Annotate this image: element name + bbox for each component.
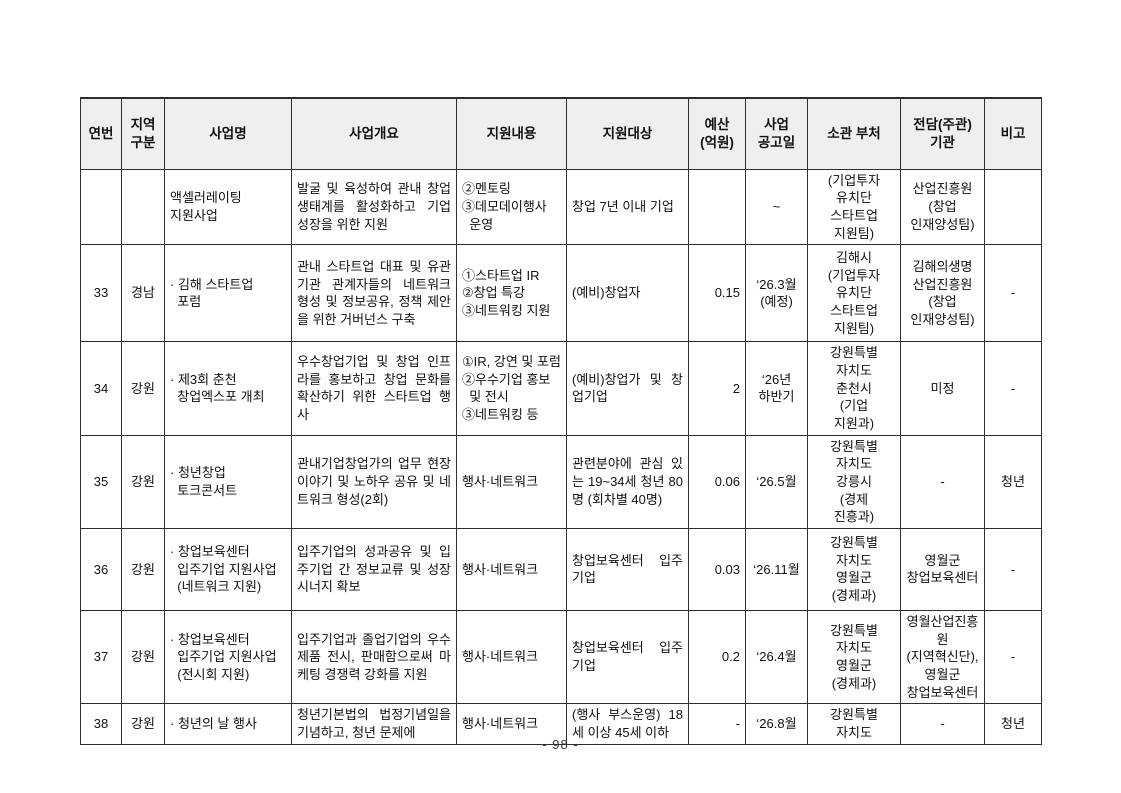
cell-ministry: 김해시 (기업투자 유치단 스타트업 지원팀)	[807, 244, 901, 343]
cell-overview: 입주기업의 성과공유 및 입주기업 간 정보교류 및 성장 시너지 확보	[291, 527, 457, 611]
cell-support-content: ①스타트업 IR ②창업 특강 ③네트워킹 지원	[456, 244, 567, 343]
cell-budget	[688, 168, 746, 246]
cell-overview: 입주기업과 졸업기업의 우수제품 전시, 판매함으로써 마케팅 경쟁력 강화를 …	[291, 609, 457, 705]
cell-agency: 산업진흥원 (창업 인재양성팀)	[900, 168, 985, 246]
cell-note: -	[984, 341, 1042, 436]
cell-project-name: · 창업보육센터 입주기업 지원사업 (전시회 지원)	[164, 609, 292, 705]
header-note: 비고	[984, 97, 1042, 170]
cell-agency: -	[900, 434, 985, 529]
cell-ministry: 강원특별 자치도 강릉시 (경제 진흥과)	[807, 434, 901, 529]
cell-support-content: 행사·네트워크	[456, 703, 567, 745]
cell-support-content: 행사·네트워크	[456, 609, 567, 705]
cell-no: 36	[80, 527, 122, 611]
cell-support-target: 관련분야에 관심 있는 19~34세 청년 80명 (회차별 40명)	[566, 434, 689, 529]
header-agency: 전담(주관) 기관	[900, 97, 985, 170]
cell-announce-date: ‘26년 하반기	[745, 341, 808, 436]
cell-support-target: (예비)창업가 및 창업기업	[566, 341, 689, 436]
cell-note: 청년	[984, 703, 1042, 745]
cell-support-target: (예비)창업자	[566, 244, 689, 343]
cell-note: -	[984, 609, 1042, 705]
page-number: - 98 -	[542, 737, 579, 752]
cell-support-target: (행사 부스운영) 18세 이상 45세 이하	[566, 703, 689, 745]
cell-no: 35	[80, 434, 122, 529]
cell-support-target: 창업보육센터 입주기업	[566, 609, 689, 705]
cell-announce-date: ‘26.11월	[745, 527, 808, 611]
support-programs-table: 연번 지역 구분 사업명 사업개요 지원내용 지원대상 예산 (억원) 사업 공…	[80, 97, 1042, 745]
cell-region	[121, 168, 165, 246]
header-ministry: 소관 부처	[807, 97, 901, 170]
table-row: 35 강원 · 청년창업 토크콘서트 관내기업창업가의 업무 현장 이야기 및 …	[80, 434, 1042, 529]
header-overview: 사업개요	[291, 97, 457, 170]
cell-budget: 0.06	[688, 434, 746, 529]
table-row: 36 강원 · 창업보육센터 입주기업 지원사업 (네트워크 지원) 입주기업의…	[80, 527, 1042, 611]
cell-budget: 0.03	[688, 527, 746, 611]
header-no: 연번	[80, 97, 122, 170]
cell-agency: 미정	[900, 341, 985, 436]
cell-support-content: 행사·네트워크	[456, 434, 567, 529]
cell-note: 청년	[984, 434, 1042, 529]
table-row: 38 강원 · 청년의 날 행사 청년기본법의 법정기념일을 기념하고, 청년 …	[80, 703, 1042, 745]
cell-region: 강원	[121, 703, 165, 745]
cell-region: 강원	[121, 341, 165, 436]
cell-ministry: (기업투자 유치단 스타트업 지원팀)	[807, 168, 901, 246]
header-project-name: 사업명	[164, 97, 292, 170]
table-row: 액셀러레이팅 지원사업 발굴 및 육성하여 관내 창업 생태계를 활성화하고 기…	[80, 168, 1042, 246]
cell-overview: 발굴 및 육성하여 관내 창업 생태계를 활성화하고 기업 성장을 위한 지원	[291, 168, 457, 246]
cell-no	[80, 168, 122, 246]
cell-agency: 영월산업진흥원 (지역혁신단), 영월군 창업보육센터	[900, 609, 985, 705]
cell-no: 34	[80, 341, 122, 436]
cell-region: 경남	[121, 244, 165, 343]
cell-ministry: 강원특별 자치도 춘천시 (기업 지원과)	[807, 341, 901, 436]
cell-note	[984, 168, 1042, 246]
cell-ministry: 강원특별 자치도 영월군 (경제과)	[807, 527, 901, 611]
cell-region: 강원	[121, 434, 165, 529]
table-row: 34 강원 · 제3회 춘천 창업엑스포 개최 우수창업기업 및 창업 인프라를…	[80, 341, 1042, 436]
cell-overview: 우수창업기업 및 창업 인프라를 홍보하고 창업 문화를 확산하기 위한 스타트…	[291, 341, 457, 436]
cell-budget: 0.15	[688, 244, 746, 343]
cell-budget: 0.2	[688, 609, 746, 705]
table-row: 33 경남 · 김해 스타트업 포럼 관내 스타트업 대표 및 유관기관 관계자…	[80, 244, 1042, 343]
cell-overview: 청년기본법의 법정기념일을 기념하고, 청년 문제에	[291, 703, 457, 745]
cell-project-name: · 제3회 춘천 창업엑스포 개최	[164, 341, 292, 436]
header-support-target: 지원대상	[566, 97, 689, 170]
cell-note: -	[984, 527, 1042, 611]
header-region: 지역 구분	[121, 97, 165, 170]
cell-announce-date: ‘26.5월	[745, 434, 808, 529]
cell-support-target: 창업 7년 이내 기업	[566, 168, 689, 246]
cell-no: 38	[80, 703, 122, 745]
table-header-row: 연번 지역 구분 사업명 사업개요 지원내용 지원대상 예산 (억원) 사업 공…	[80, 97, 1042, 170]
cell-support-target: 창업보육센터 입주기업	[566, 527, 689, 611]
cell-agency: 영월군 창업보육센터	[900, 527, 985, 611]
cell-project-name: · 청년창업 토크콘서트	[164, 434, 292, 529]
cell-announce-date: ‘26.3월 (예정)	[745, 244, 808, 343]
cell-support-content: ②멘토링 ③데모데이행사 운영	[456, 168, 567, 246]
cell-note: -	[984, 244, 1042, 343]
table-row: 37 강원 · 창업보육센터 입주기업 지원사업 (전시회 지원) 입주기업과 …	[80, 609, 1042, 705]
cell-announce-date: ~	[745, 168, 808, 246]
cell-overview: 관내기업창업가의 업무 현장 이야기 및 노하우 공유 및 네트워크 형성(2회…	[291, 434, 457, 529]
cell-ministry: 강원특별 자치도 영월군 (경제과)	[807, 609, 901, 705]
cell-no: 37	[80, 609, 122, 705]
header-budget: 예산 (억원)	[688, 97, 746, 170]
cell-budget: 2	[688, 341, 746, 436]
header-support-content: 지원내용	[456, 97, 567, 170]
cell-support-content: ①IR, 강연 및 포럼 ②우수기업 홍보 및 전시 ③네트워킹 등	[456, 341, 567, 436]
cell-region: 강원	[121, 609, 165, 705]
header-announce-date: 사업 공고일	[745, 97, 808, 170]
cell-overview: 관내 스타트업 대표 및 유관기관 관계자들의 네트워크 형성 및 정보공유, …	[291, 244, 457, 343]
cell-ministry: 강원특별 자치도	[807, 703, 901, 745]
cell-project-name: · 창업보육센터 입주기업 지원사업 (네트워크 지원)	[164, 527, 292, 611]
cell-region: 강원	[121, 527, 165, 611]
cell-agency: 김해의생명 산업진흥원 (창업 인재양성팀)	[900, 244, 985, 343]
cell-no: 33	[80, 244, 122, 343]
cell-support-content: 행사·네트워크	[456, 527, 567, 611]
cell-project-name: · 김해 스타트업 포럼	[164, 244, 292, 343]
cell-announce-date: ‘26.4월	[745, 609, 808, 705]
cell-project-name: 액셀러레이팅 지원사업	[164, 168, 292, 246]
